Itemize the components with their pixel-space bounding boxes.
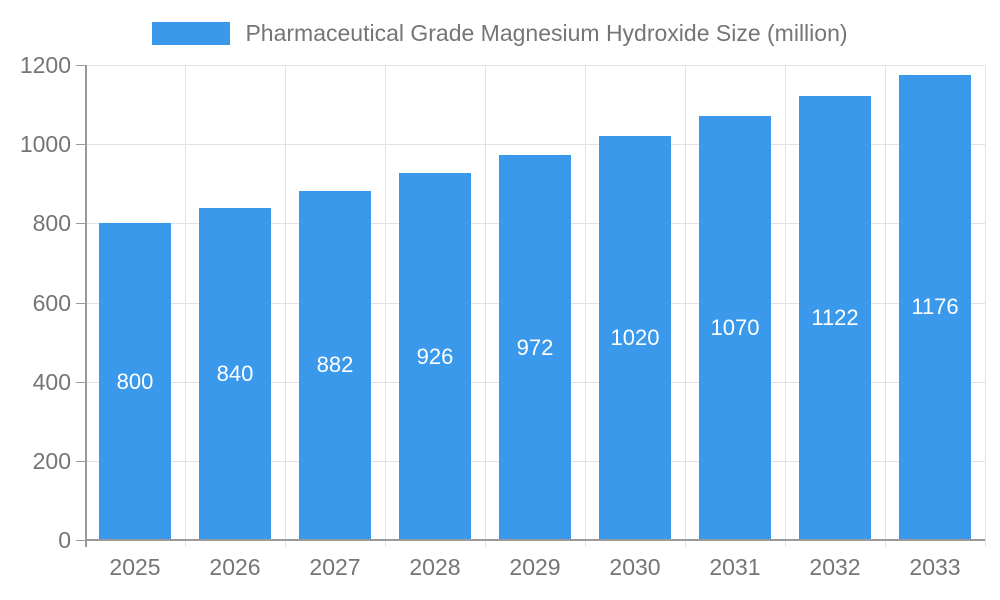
gridline-vertical [885, 65, 886, 547]
y-tick-label: 600 [32, 289, 71, 316]
legend-swatch[interactable] [152, 21, 231, 45]
bar-value-label: 1070 [710, 315, 760, 341]
x-tick-label: 2027 [309, 554, 361, 580]
gridline-vertical [285, 65, 286, 547]
y-tick-label: 1000 [19, 131, 71, 158]
bar-2027[interactable]: 882 [299, 190, 371, 540]
bar-2028[interactable]: 926 [399, 173, 471, 540]
bar-value-label: 972 [516, 334, 554, 360]
bar-value-label: 1020 [610, 325, 660, 351]
gridline-vertical [185, 65, 186, 547]
bar-value-label: 926 [416, 343, 454, 369]
y-tick-label: 1200 [19, 52, 71, 78]
y-tick-label: 800 [32, 210, 71, 237]
gridline-vertical [785, 65, 786, 547]
y-axis-tick [76, 302, 85, 304]
y-axis-tick [76, 65, 85, 66]
gridline-horizontal [85, 144, 985, 146]
y-axis-line [85, 65, 87, 547]
x-tick-label: 2030 [609, 554, 661, 580]
x-tick-label: 2028 [409, 554, 461, 580]
bar-value-label: 1176 [911, 294, 959, 320]
y-axis-tick [76, 460, 85, 462]
x-tick-label: 2032 [809, 554, 861, 580]
y-axis-tick [76, 144, 85, 146]
y-axis-tick [76, 540, 85, 541]
x-tick-label: 2029 [509, 554, 561, 580]
plot-area: 800 840 882 926 972 1020 1070 1122 1176 0 200 400 6… [20, 53, 986, 580]
gridline-vertical [585, 65, 586, 547]
bar-2030[interactable]: 1020 [599, 136, 671, 540]
y-axis-tick [76, 223, 85, 225]
bar-2026[interactable]: 840 [199, 207, 271, 540]
bar-2029[interactable]: 972 [499, 155, 571, 540]
y-axis-tick [76, 381, 85, 383]
gridline-vertical [684, 65, 686, 547]
x-tick-label: 2026 [209, 554, 261, 580]
gridline-vertical [384, 65, 386, 547]
bar-value-label: 800 [116, 368, 154, 394]
gridline-vertical [985, 65, 986, 547]
bar-2031[interactable]: 1070 [699, 116, 771, 540]
bar-2032[interactable]: 1122 [799, 95, 871, 540]
gridline-vertical [485, 65, 486, 547]
bar-2025[interactable]: 800 [98, 223, 171, 540]
bar-value-label: 882 [316, 352, 354, 378]
legend[interactable]: Pharmaceutical Grade Magnesium Hydroxide… [0, 18, 1000, 48]
x-axis-line [85, 539, 985, 541]
y-tick-label: 200 [32, 447, 71, 474]
y-tick-label: 0 [58, 527, 71, 553]
legend-title: Pharmaceutical Grade Magnesium Hydroxide… [245, 19, 848, 46]
bar-2033[interactable]: 1176 [899, 74, 971, 540]
bar-value-label: 1122 [811, 304, 859, 330]
x-tick-label: 2025 [109, 554, 161, 580]
x-tick-label: 2033 [909, 554, 961, 580]
y-tick-label: 400 [32, 368, 71, 395]
x-tick-label: 2031 [709, 554, 761, 580]
bar-value-label: 840 [216, 360, 254, 386]
gridline-horizontal [85, 65, 985, 66]
